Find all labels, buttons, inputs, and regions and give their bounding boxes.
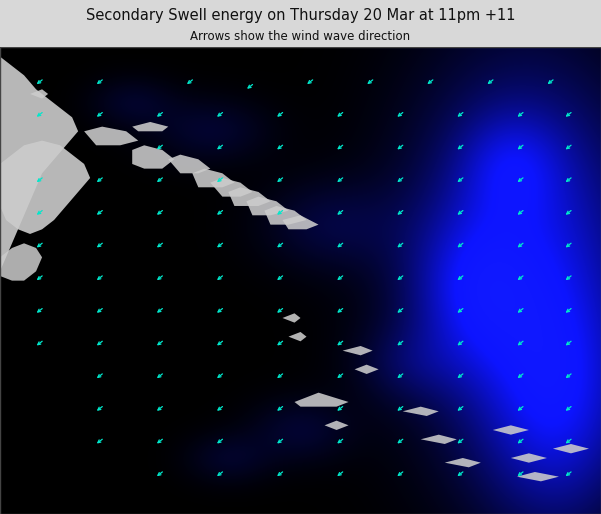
Polygon shape [228,187,270,206]
Polygon shape [0,57,78,271]
Polygon shape [288,332,307,341]
Polygon shape [264,206,307,225]
Polygon shape [553,444,589,453]
Text: Secondary Swell energy on Thursday 20 Mar at 11pm +11: Secondary Swell energy on Thursday 20 Ma… [86,8,515,23]
Polygon shape [84,126,138,145]
Polygon shape [282,314,300,323]
Polygon shape [0,243,42,281]
Polygon shape [325,420,349,430]
Polygon shape [355,364,379,374]
Polygon shape [0,141,90,234]
Polygon shape [511,453,547,463]
Text: Arrows show the wind wave direction: Arrows show the wind wave direction [191,30,410,43]
Polygon shape [210,178,252,197]
Polygon shape [30,89,48,99]
Polygon shape [493,425,529,435]
Polygon shape [294,393,349,407]
Polygon shape [132,122,168,131]
Polygon shape [192,169,234,187]
Polygon shape [132,145,174,169]
Polygon shape [168,155,210,173]
Polygon shape [282,215,319,229]
Polygon shape [421,435,457,444]
Polygon shape [246,197,288,215]
Polygon shape [343,346,373,355]
Polygon shape [403,407,439,416]
Polygon shape [517,472,559,481]
Polygon shape [445,458,481,467]
